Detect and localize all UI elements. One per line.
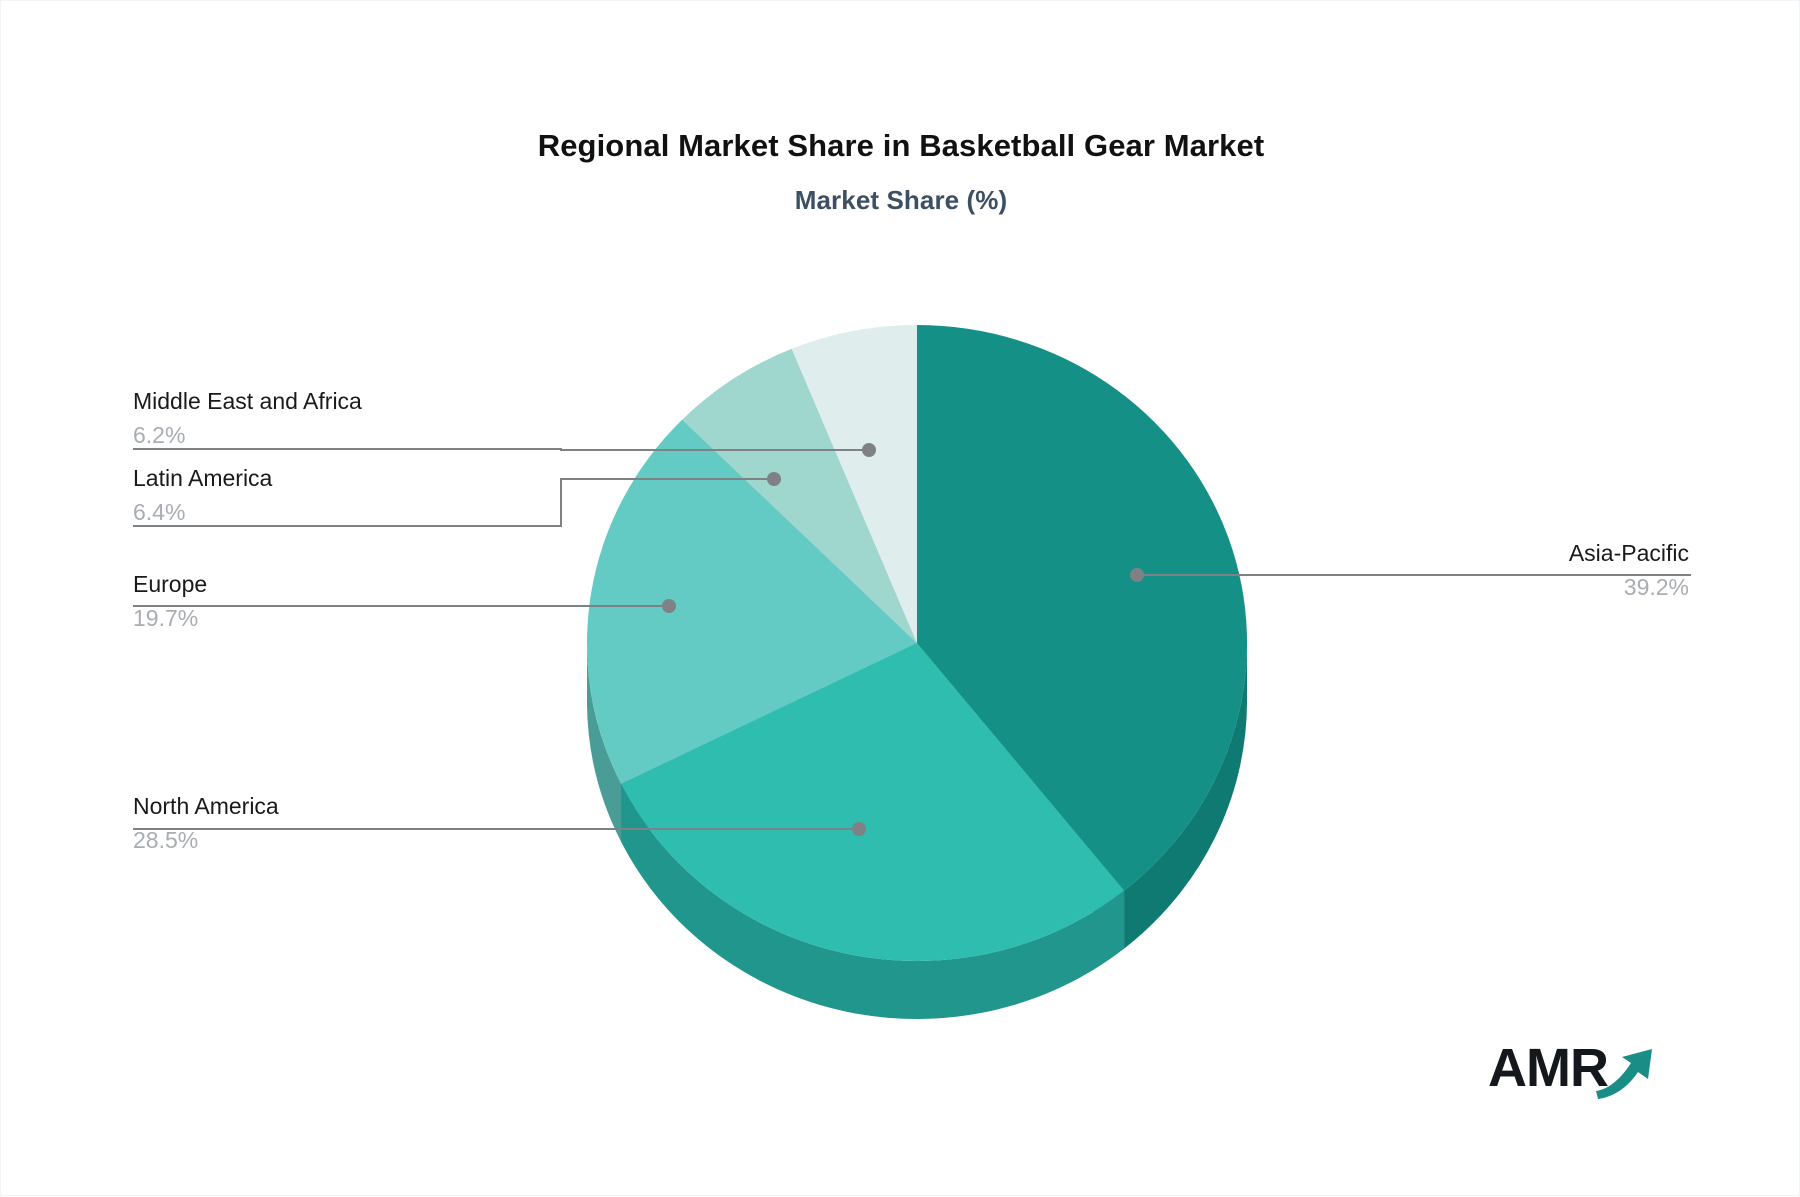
- callout-label-asia-pacific: Asia-Pacific: [1568, 540, 1689, 566]
- leader-line-middle-east-and-africa: [133, 448, 871, 451]
- pie-slice-asia-pacific[interactable]: [917, 324, 1248, 891]
- pie-side-asia-pacific: [1124, 645, 1247, 949]
- pie-side-europe: [587, 647, 622, 842]
- leader-dots: [662, 443, 1144, 836]
- callout-value-asia-pacific: 39.2%: [1623, 574, 1689, 601]
- pie-side-north-america: [621, 783, 1125, 1020]
- callout-label-north-america: North America: [133, 793, 279, 819]
- callout-latin-america: Latin America 6.4%: [133, 463, 272, 528]
- pie-slice-north-america[interactable]: [621, 643, 1125, 962]
- callout-label-latin-america: Latin America: [133, 465, 273, 491]
- pie-slice-latin-america[interactable]: [682, 348, 917, 643]
- leader-dot-middle-east-and-africa: [862, 443, 876, 457]
- leader-dot-europe: [662, 599, 676, 613]
- callout-north-america: North America 28.5%: [133, 791, 279, 856]
- callout-value-north-america: 28.5%: [133, 827, 199, 854]
- callout-label-middle-east-and-africa: Middle East and Africa: [133, 388, 362, 414]
- amr-wordmark: AMR: [1488, 1038, 1609, 1098]
- callout-value-latin-america: 6.4%: [133, 499, 186, 526]
- growth-arrow-icon: [1596, 1049, 1652, 1099]
- callout-asia-pacific: Asia-Pacific 39.2%: [1569, 538, 1689, 603]
- amr-logo: AMR: [1488, 1033, 1668, 1105]
- pie-slice-middle-east-and-africa[interactable]: [791, 325, 917, 643]
- leader-dot-north-america: [852, 822, 866, 836]
- leader-lines: [133, 448, 1691, 830]
- pie-slice-europe[interactable]: [587, 419, 917, 784]
- leader-dot-latin-america: [767, 472, 781, 486]
- pie-top-face: [587, 324, 1248, 962]
- callout-value-middle-east-and-africa: 6.2%: [133, 422, 186, 449]
- callout-value-europe: 19.7%: [133, 605, 199, 632]
- leader-dot-asia-pacific: [1130, 568, 1144, 582]
- callout-label-europe: Europe: [133, 571, 208, 597]
- callout-europe: Europe 19.7%: [133, 569, 207, 634]
- leader-line-latin-america: [133, 478, 776, 527]
- callout-middle-east-and-africa: Middle East and Africa 6.2%: [133, 386, 362, 451]
